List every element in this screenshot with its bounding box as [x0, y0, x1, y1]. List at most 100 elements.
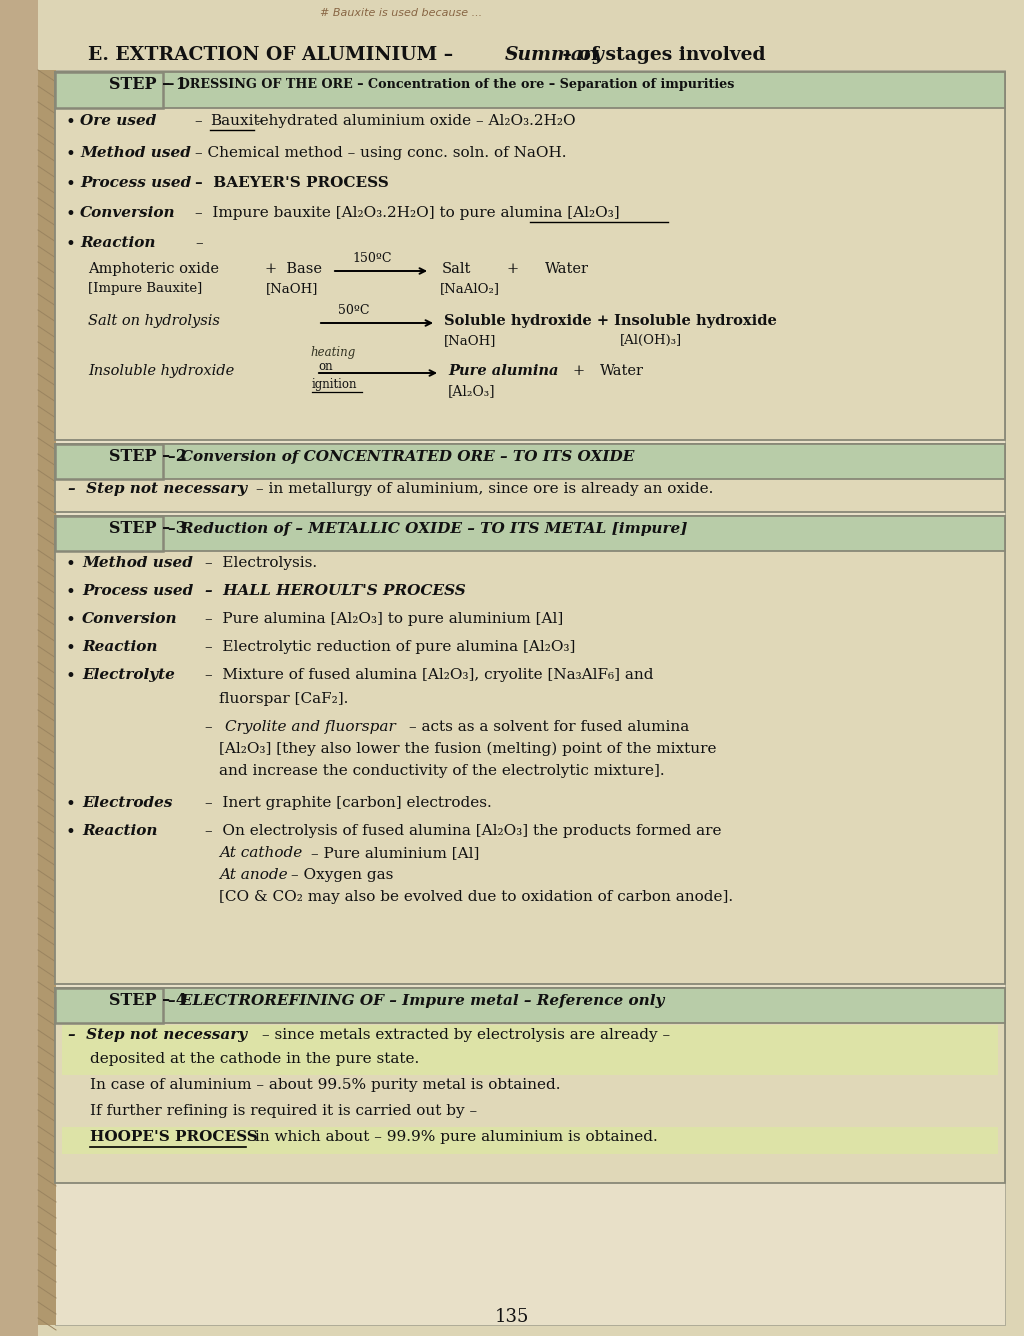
Text: ignition: ignition — [312, 378, 357, 391]
Text: Amphoteric oxide: Amphoteric oxide — [88, 262, 219, 277]
Text: [Al₂O₃] [they also lower the fusion (melting) point of the mixture: [Al₂O₃] [they also lower the fusion (mel… — [219, 741, 717, 756]
Text: Soluble hydroxide + Insoluble hydroxide: Soluble hydroxide + Insoluble hydroxide — [444, 314, 777, 329]
Text: in which about – 99.9% pure aluminium is obtained.: in which about – 99.9% pure aluminium is… — [250, 1130, 657, 1144]
Text: E. EXTRACTION OF ALUMINIUM –: E. EXTRACTION OF ALUMINIUM – — [88, 45, 460, 64]
Text: [CO & CO₂ may also be evolved due to oxidation of carbon anode].: [CO & CO₂ may also be evolved due to oxi… — [219, 890, 733, 904]
Text: –  HALL HEROULT'S PROCESS: – HALL HEROULT'S PROCESS — [205, 584, 466, 599]
Bar — [62, 1128, 998, 1154]
Text: Water: Water — [600, 363, 644, 378]
Text: Electrodes: Electrodes — [82, 796, 172, 810]
Bar — [62, 1025, 998, 1075]
Text: Process used: Process used — [82, 584, 194, 599]
Bar — [38, 69, 56, 1325]
Bar — [55, 516, 1005, 985]
Text: on: on — [318, 359, 333, 373]
Text: STEP – 4: STEP – 4 — [109, 993, 186, 1009]
Text: –  Step not necessary: – Step not necessary — [68, 482, 247, 496]
Text: •: • — [65, 612, 75, 629]
Text: •: • — [65, 824, 75, 840]
Text: +  Base: + Base — [265, 262, 322, 277]
Text: –  Pure alumina [Al₂O₃] to pure aluminium [Al]: – Pure alumina [Al₂O₃] to pure aluminium… — [205, 612, 563, 627]
Text: –: – — [205, 720, 222, 733]
Text: Electrolyte: Electrolyte — [82, 668, 175, 681]
Text: HOOPE'S PROCESS: HOOPE'S PROCESS — [90, 1130, 258, 1144]
Text: fluorspar [CaF₂].: fluorspar [CaF₂]. — [219, 692, 348, 705]
Text: – acts as a solvent for fused alumina: – acts as a solvent for fused alumina — [409, 720, 689, 733]
Text: – hydrated aluminium oxide – Al₂O₃.2H₂O: – hydrated aluminium oxide – Al₂O₃.2H₂O — [256, 114, 575, 128]
Text: Insoluble hydroxide: Insoluble hydroxide — [88, 363, 234, 378]
Bar — [55, 989, 163, 1023]
Text: – in metallurgy of aluminium, since ore is already an oxide.: – in metallurgy of aluminium, since ore … — [256, 482, 714, 496]
Text: –  Electrolytic reduction of pure alumina [Al₂O₃]: – Electrolytic reduction of pure alumina… — [205, 640, 575, 655]
Text: –  On electrolysis of fused alumina [Al₂O₃] the products formed are: – On electrolysis of fused alumina [Al₂O… — [205, 824, 722, 838]
Text: Water: Water — [545, 262, 589, 277]
Text: STEP – 2: STEP – 2 — [109, 448, 187, 465]
Text: Reaction: Reaction — [82, 640, 158, 655]
Text: •: • — [65, 146, 75, 163]
Text: In case of aluminium – about 99.5% purity metal is obtained.: In case of aluminium – about 99.5% purit… — [90, 1078, 560, 1092]
Text: # Bauxite is used because ...: # Bauxite is used because ... — [319, 8, 482, 17]
Text: •: • — [65, 206, 75, 223]
Bar — [55, 444, 1005, 512]
Text: +: + — [506, 262, 518, 277]
Bar — [55, 516, 1005, 550]
Text: Pure alumina: Pure alumina — [449, 363, 558, 378]
Text: –  Electrolysis.: – Electrolysis. — [205, 556, 317, 570]
Bar — [55, 72, 1005, 108]
Bar — [55, 989, 1005, 1182]
Text: Ore used: Ore used — [80, 114, 157, 128]
Text: [NaOH]: [NaOH] — [444, 334, 497, 347]
Text: – of stages involved: – of stages involved — [556, 45, 766, 64]
Text: Salt: Salt — [442, 262, 471, 277]
Text: –  Step not necessary: – Step not necessary — [68, 1027, 247, 1042]
Text: –  BAEYER'S PROCESS: – BAEYER'S PROCESS — [195, 176, 389, 190]
Bar — [55, 444, 163, 480]
Text: [Al₂O₃]: [Al₂O₃] — [449, 383, 496, 398]
Text: •: • — [65, 640, 75, 657]
Text: –  Inert graphite [carbon] electrodes.: – Inert graphite [carbon] electrodes. — [205, 796, 492, 810]
Text: •: • — [65, 176, 75, 192]
Text: Salt on hydrolysis: Salt on hydrolysis — [88, 314, 220, 329]
Text: •: • — [65, 114, 75, 131]
Text: – ELECTROREFINING OF – Impure metal – Reference only: – ELECTROREFINING OF – Impure metal – Re… — [168, 994, 665, 1007]
Text: Conversion: Conversion — [82, 612, 177, 627]
Text: +: + — [572, 363, 584, 378]
Text: 135: 135 — [495, 1308, 529, 1327]
Text: STEP – 1: STEP – 1 — [109, 76, 187, 94]
Text: – Pure aluminium [Al]: – Pure aluminium [Al] — [311, 846, 479, 860]
Text: Process used: Process used — [80, 176, 191, 190]
Text: –: – — [195, 114, 212, 128]
Text: •: • — [65, 236, 75, 253]
Text: Reaction: Reaction — [80, 236, 156, 250]
Text: heating: heating — [310, 346, 355, 359]
Text: STEP – 3: STEP – 3 — [109, 520, 186, 537]
Text: •: • — [65, 556, 75, 573]
Text: 50ºC: 50ºC — [338, 305, 370, 317]
Text: Method used: Method used — [80, 146, 190, 160]
Text: •: • — [65, 668, 75, 685]
Text: deposited at the cathode in the pure state.: deposited at the cathode in the pure sta… — [90, 1051, 419, 1066]
Bar — [55, 516, 163, 550]
Text: Summary: Summary — [505, 45, 605, 64]
Text: [NaAlO₂]: [NaAlO₂] — [440, 282, 500, 295]
Text: – since metals extracted by electrolysis are already –: – since metals extracted by electrolysis… — [262, 1027, 670, 1042]
Text: – Conversion of CONCENTRATED ORE – TO ITS OXIDE: – Conversion of CONCENTRATED ORE – TO IT… — [168, 450, 635, 464]
Text: 150ºC: 150ºC — [352, 253, 391, 265]
Bar — [55, 989, 1005, 1023]
Bar — [55, 72, 1005, 440]
Text: – Reduction of – METALLIC OXIDE – TO ITS METAL [impure]: – Reduction of – METALLIC OXIDE – TO ITS… — [168, 522, 687, 536]
Text: –  Mixture of fused alumina [Al₂O₃], cryolite [Na₃AlF₆] and: – Mixture of fused alumina [Al₂O₃], cryo… — [205, 668, 653, 681]
Text: [Al(OH)₃]: [Al(OH)₃] — [620, 334, 682, 347]
Text: •: • — [65, 796, 75, 814]
Text: Method used: Method used — [82, 556, 193, 570]
Text: – DRESSING OF THE ORE – Concentration of the ore – Separation of impurities: – DRESSING OF THE ORE – Concentration of… — [168, 77, 734, 91]
Text: Cryolite and fluorspar: Cryolite and fluorspar — [225, 720, 395, 733]
Text: If further refining is required it is carried out by –: If further refining is required it is ca… — [90, 1104, 477, 1118]
Bar — [55, 72, 163, 108]
Text: At cathode: At cathode — [219, 846, 302, 860]
Text: [NaOH]: [NaOH] — [266, 282, 318, 295]
Text: Conversion: Conversion — [80, 206, 176, 220]
Text: – Oxygen gas: – Oxygen gas — [291, 868, 393, 882]
Text: Reaction: Reaction — [82, 824, 158, 838]
Text: Bauxite: Bauxite — [210, 114, 268, 128]
